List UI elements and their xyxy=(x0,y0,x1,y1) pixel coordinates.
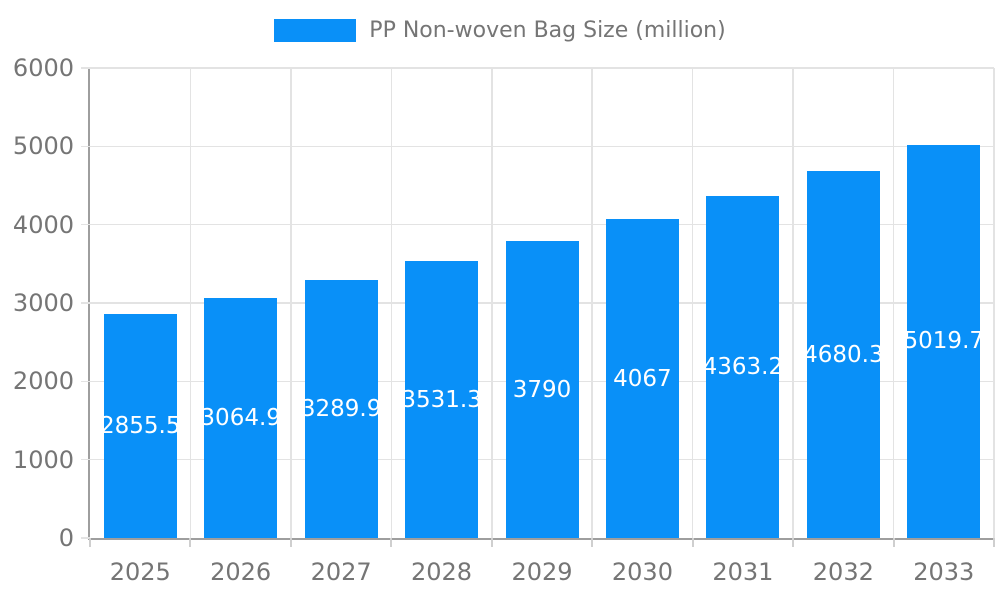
x-tick-mark-7 xyxy=(792,538,795,547)
bar-value-label-2030: 4067 xyxy=(613,365,672,392)
x-tick-label-2025: 2025 xyxy=(109,558,171,586)
x-gridline-1 xyxy=(189,68,192,538)
x-gridline-5 xyxy=(591,68,593,538)
bar-2028[interactable]: 3531.3 xyxy=(401,261,482,538)
x-gridline-7 xyxy=(792,68,794,538)
y-tick-label-5000: 5000 xyxy=(12,132,74,161)
x-tick-mark-2 xyxy=(289,538,292,547)
plot-area: 0 1000 2000 3000 4000 5000 6000 2855.5 2025 3064.… xyxy=(13,54,995,586)
y-tick-label-2000: 2000 xyxy=(12,367,74,396)
legend[interactable]: PP Non-woven Bag Size (million) xyxy=(0,16,1000,44)
y-tick-mark-0 xyxy=(81,537,90,539)
x-gridline-4 xyxy=(491,68,493,538)
y-tick-label-3000: 3000 xyxy=(12,289,74,317)
bar-2033[interactable]: 5019.7 xyxy=(904,144,984,538)
bar-value-label-2031: 4363.2 xyxy=(702,354,784,381)
bar-2026[interactable]: 3064.9 xyxy=(200,297,281,538)
y-gridline-6000 xyxy=(81,67,994,69)
bar-value-label-2028: 3531.3 xyxy=(401,386,482,413)
bar-2027[interactable]: 3289.9 xyxy=(301,280,381,538)
y-tick-label-1000: 1000 xyxy=(12,445,74,474)
bar-value-label-2032: 4680.3 xyxy=(803,341,884,368)
x-tick-label-2030: 2030 xyxy=(611,558,673,586)
x-tick-mark-4 xyxy=(490,538,493,547)
x-tick-label-2033: 2033 xyxy=(913,558,975,586)
x-tick-mark-0 xyxy=(89,538,91,547)
x-tick-label-2029: 2029 xyxy=(511,558,573,586)
bar-2031[interactable]: 4363.2 xyxy=(703,196,783,538)
bar-value-label-2033: 5019.7 xyxy=(903,328,985,355)
bar-value-label-2026: 3064.9 xyxy=(200,404,281,431)
x-tick-mark-1 xyxy=(189,538,192,547)
bar-value-label-2027: 3289.9 xyxy=(300,396,382,423)
x-gridline-9 xyxy=(993,68,995,538)
y-tick-label-6000: 6000 xyxy=(12,54,74,82)
x-gridline-2 xyxy=(290,68,292,538)
bar-2030[interactable]: 4067 xyxy=(605,219,679,538)
x-tick-label-2026: 2026 xyxy=(210,558,272,586)
x-tick-mark-6 xyxy=(691,538,694,547)
x-tick-mark-9 xyxy=(993,538,995,547)
bar-2025[interactable]: 2855.5 xyxy=(100,314,180,538)
x-tick-label-2027: 2027 xyxy=(310,558,372,586)
x-gridline-3 xyxy=(390,68,393,538)
x-gridline-6 xyxy=(691,68,694,538)
bar-2029[interactable]: 3790 xyxy=(505,241,579,538)
x-tick-label-2032: 2032 xyxy=(812,558,874,586)
x-tick-mark-3 xyxy=(390,538,393,547)
bar-value-label-2025: 2855.5 xyxy=(99,413,181,440)
x-tick-mark-5 xyxy=(591,538,594,547)
legend-label: PP Non-woven Bag Size (million) xyxy=(369,17,726,43)
x-gridline-8 xyxy=(892,68,895,538)
x-tick-label-2031: 2031 xyxy=(712,558,774,586)
legend-swatch xyxy=(274,18,357,42)
y-tick-label-0: 0 xyxy=(58,524,74,552)
y-gridline-5000 xyxy=(81,145,994,148)
x-tick-label-2028: 2028 xyxy=(411,558,473,586)
y-tick-label-4000: 4000 xyxy=(12,210,74,239)
x-tick-mark-8 xyxy=(892,538,895,547)
bar-2032[interactable]: 4680.3 xyxy=(803,171,884,538)
bar-value-label-2029: 3790 xyxy=(512,376,572,403)
